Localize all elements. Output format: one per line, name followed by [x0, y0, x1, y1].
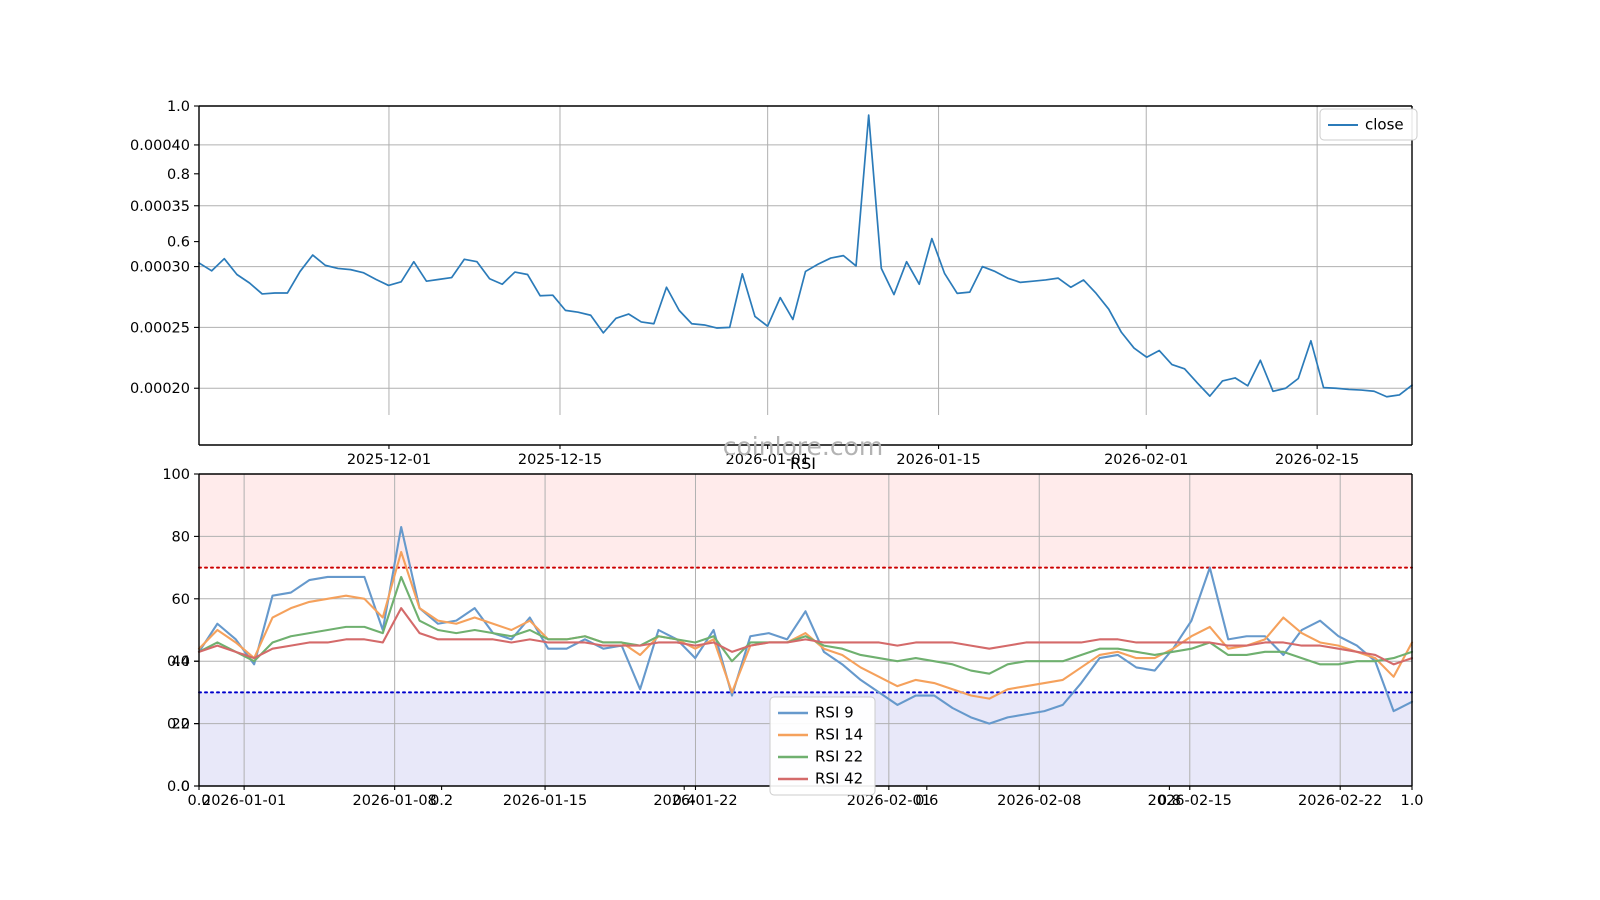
rsi-y-tick-label-normalized: 0.2	[167, 717, 190, 733]
price-y-tick-label: 0.00030	[130, 260, 190, 276]
price-y-tick-label: 0.00040	[130, 138, 190, 154]
rsi-x-tick-label: 2026-02-01	[847, 793, 931, 809]
price-y-tick-label-normalized: 0.8	[167, 167, 190, 183]
rsi-y-tick-labels: 100 80 60 40 20 0 0.4 0.2 0.0	[162, 467, 199, 795]
rsi-y-tick-label: 60	[172, 592, 190, 608]
rsi-x-tick-label: 2026-01-15	[503, 793, 587, 809]
rsi-y-tick-label: 100	[162, 467, 190, 483]
rsi-y-tick-label: 40	[172, 654, 190, 670]
price-y-tick-label: 0.00035	[130, 199, 190, 215]
rsi-panel-title: RSI	[790, 454, 816, 473]
price-y-tick-labels: 0.00040 0.00035 0.00030 0.00025 0.00020 1.0 0.…	[130, 99, 199, 397]
rsi-line-rsi-14	[197, 550, 1414, 700]
rsi-x-tick-label-normalized: 0.0	[187, 793, 210, 809]
rsi-x-tick-label-normalized: 0.2	[430, 793, 453, 809]
rsi-x-tick-label: 2026-02-22	[1298, 793, 1382, 809]
rsi-x-tick-label-normalized: 1.0	[1400, 793, 1423, 809]
price-x-tick-label: 2026-02-01	[1104, 452, 1188, 468]
price-y-tick-label-normalized: 1.0	[167, 99, 190, 115]
price-legend[interactable]: close	[1319, 108, 1418, 141]
rsi-x-tick-label: 2026-02-08	[997, 793, 1081, 809]
price-x-tick-label: 2026-01-15	[896, 452, 980, 468]
rsi-legend-box[interactable]	[769, 696, 876, 796]
legend-label-rsi-42: RSI 42	[815, 770, 863, 788]
legend-label-rsi-14: RSI 14	[815, 726, 863, 744]
legend-label-rsi-9: RSI 9	[815, 704, 854, 722]
price-axes	[198, 105, 1413, 446]
legend-label-close: close	[1365, 116, 1404, 134]
rsi-x-tick-labels: 2026-01-01 2026-01-08 2026-01-15 2026-01-22…	[187, 786, 1424, 809]
rsi-x-tick-label-normalized: 0.8	[1158, 793, 1181, 809]
overbought-band	[199, 474, 1412, 568]
price-y-tick-label: 0.00025	[130, 320, 190, 336]
rsi-x-tick-label: 2026-01-22	[653, 793, 737, 809]
rsi-x-tick-label-normalized: 0.6	[915, 793, 938, 809]
rsi-x-tick-label: 2026-01-01	[202, 793, 286, 809]
price-x-tick-labels: 2025-12-01 2025-12-15 2026-01-01 2026-01-15…	[347, 445, 1359, 468]
price-panel: 0.00040 0.00035 0.00030 0.00025 0.00020 1.0 0.…	[130, 99, 1418, 468]
rsi-y-tick-label: 20	[172, 717, 190, 733]
rsi-y-tick-label: 80	[172, 529, 190, 545]
rsi-x-tick-label: 2026-01-08	[353, 793, 437, 809]
price-x-tick-label: 2026-01-01	[726, 452, 810, 468]
rsi-series-group	[197, 525, 1414, 725]
price-x-tick-label: 2025-12-01	[347, 452, 431, 468]
price-legend-box[interactable]	[1319, 108, 1418, 141]
rsi-legend[interactable]: RSI 9 RSI 14 RSI 22 RSI 42	[769, 696, 876, 796]
rsi-y-tick-label-normalized: 0.4	[167, 654, 190, 670]
rsi-x-tick-label: 2026-02-15	[1148, 793, 1232, 809]
price-line-close	[198, 114, 1413, 398]
price-x-tick-label: 2026-02-15	[1275, 452, 1359, 468]
legend-label-rsi-22: RSI 22	[815, 748, 863, 766]
watermark-text: coinlore.com	[723, 432, 884, 461]
rsi-line-rsi-42	[197, 607, 1414, 666]
rsi-x-tick-label-normalized: 0.4	[673, 793, 696, 809]
rsi-y-tick-label-normalized: 0.0	[167, 779, 190, 795]
price-x-tick-label: 2025-12-15	[518, 452, 602, 468]
price-y-tick-label-normalized: 0.6	[167, 235, 190, 251]
rsi-line-rsi-9	[197, 525, 1414, 725]
price-series-group	[198, 114, 1413, 398]
rsi-y-tick-label: 0	[181, 779, 190, 795]
price-y-tick-label: 0.00020	[130, 381, 190, 397]
